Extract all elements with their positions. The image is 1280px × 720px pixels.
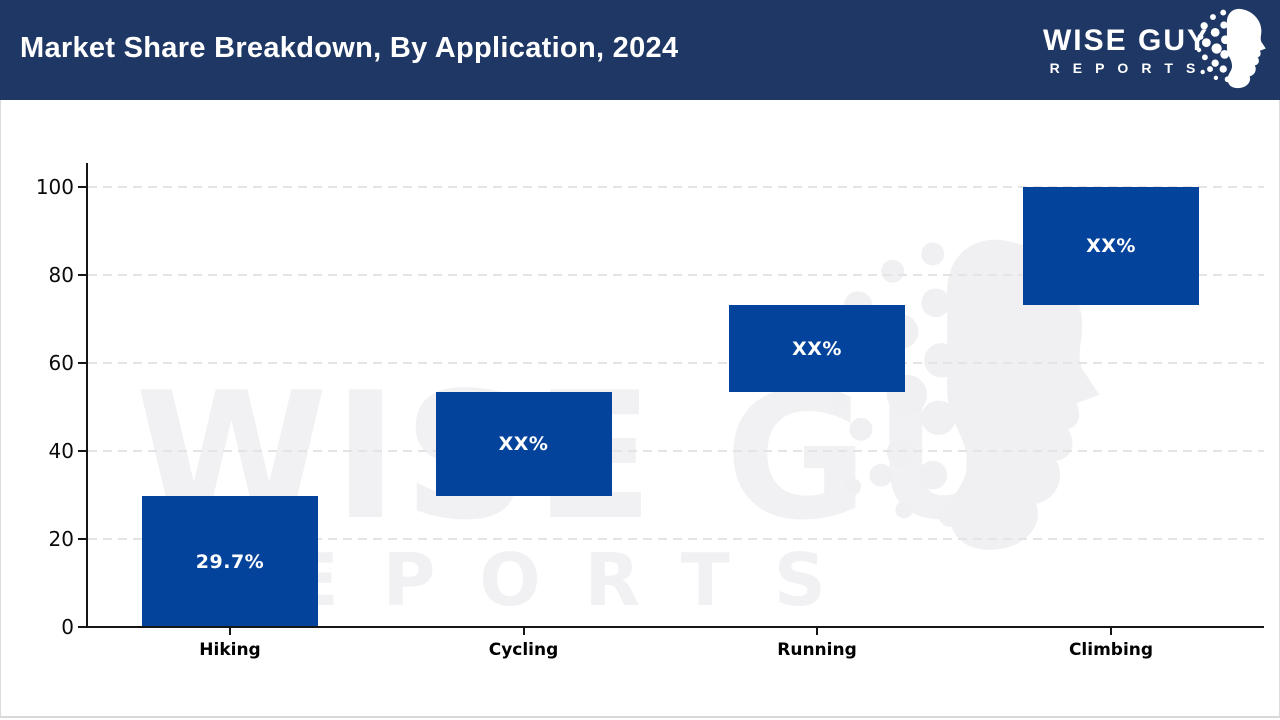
y-tick-label: 60 — [48, 351, 74, 375]
y-tick-label: 80 — [48, 263, 74, 287]
y-tick-mark — [78, 626, 86, 628]
y-tick-mark — [78, 186, 86, 188]
y-tick-mark — [78, 362, 86, 364]
x-axis-spine — [86, 626, 1264, 628]
bottom-divider — [0, 716, 1280, 718]
y-tick-label: 100 — [35, 175, 74, 199]
chart-bar: XX% — [729, 305, 905, 393]
bar-value-label: XX% — [1086, 235, 1136, 258]
logo-text: WISE GUY REPORTS — [1043, 24, 1209, 76]
page-title: Market Share Breakdown, By Application, … — [20, 32, 679, 65]
chart-bar: XX% — [435, 392, 612, 497]
y-tick-label: 40 — [48, 439, 74, 463]
y-tick-label: 0 — [61, 615, 74, 639]
y-tick-mark — [78, 538, 86, 540]
y-axis-spine — [86, 163, 88, 628]
gridline — [88, 274, 1264, 276]
gridline — [88, 186, 1264, 188]
bar-value-label: XX% — [792, 337, 842, 360]
dotted-face-icon — [1196, 8, 1266, 89]
logo-subtext: REPORTS — [1049, 60, 1209, 76]
x-tick-mark — [229, 628, 231, 635]
x-category-label: Hiking — [199, 640, 261, 660]
x-category-label: Cycling — [488, 640, 559, 660]
logo-wordmark: WISE GUY — [1042, 24, 1209, 57]
x-category-label: Climbing — [1068, 640, 1154, 660]
wise-guy-reports-logo: WISE GUY REPORTS — [1043, 0, 1274, 100]
chart-bar: 29.7% — [142, 496, 318, 627]
bar-value-label: XX% — [498, 433, 549, 456]
x-category-label: Running — [777, 640, 857, 660]
x-tick-mark — [1110, 628, 1112, 635]
gridline — [88, 362, 1264, 364]
chart-bar: XX% — [1023, 187, 1199, 306]
x-tick-mark — [522, 628, 525, 635]
x-tick-mark — [816, 628, 818, 635]
y-tick-mark — [78, 274, 86, 276]
gridline — [88, 450, 1264, 452]
header-bar: Market Share Breakdown, By Application, … — [0, 0, 1280, 100]
y-tick-mark — [78, 450, 86, 452]
y-tick-label: 20 — [48, 527, 74, 551]
bar-value-label: 29.7% — [195, 550, 265, 573]
gridline — [88, 538, 1264, 540]
